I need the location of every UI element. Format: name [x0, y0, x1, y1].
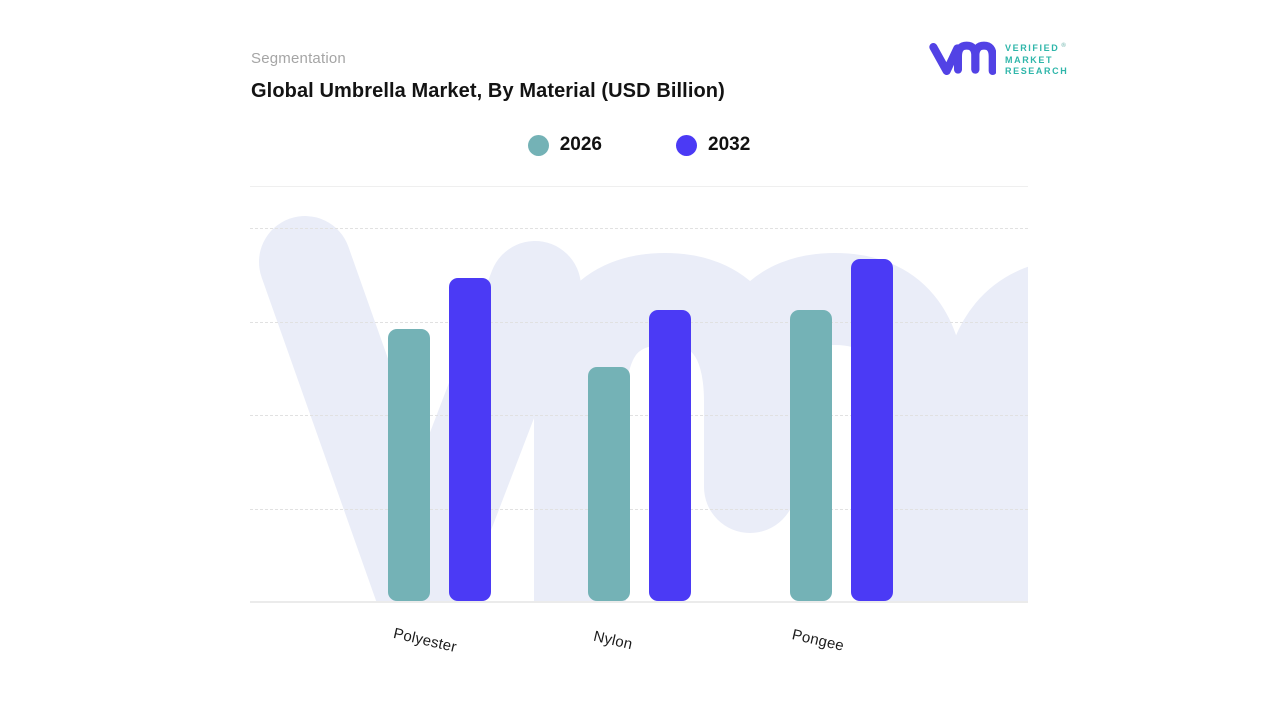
legend-label-2026: 2026 [559, 134, 602, 155]
legend-dot-2026-icon [527, 134, 549, 156]
vmr-logo: VERIFIED ® MARKET RESEARCH [928, 36, 1068, 83]
bar-nylon-2026[interactable] [588, 367, 630, 601]
legend-item-2026[interactable]: 2026 [527, 134, 602, 156]
x-axis-label-pongee: Pongee [790, 626, 846, 655]
bar-polyester-2032[interactable] [449, 278, 491, 601]
bar-pongee-2026[interactable] [790, 310, 832, 601]
bar-pongee-2032[interactable] [851, 259, 893, 601]
header-separator [250, 186, 1028, 187]
legend-dot-2032-icon [676, 134, 697, 156]
gridline-1 [250, 509, 1028, 510]
section-eyebrow: Segmentation [251, 50, 346, 67]
bar-group-nylon [588, 310, 691, 601]
registered-mark: ® [1061, 43, 1066, 50]
bar-polyester-2026[interactable] [388, 329, 430, 601]
legend-label-2032: 2032 [708, 134, 751, 155]
chart-title: Global Umbrella Market, By Material (USD… [251, 80, 725, 102]
gridline-2 [250, 415, 1028, 416]
bar-nylon-2032[interactable] [649, 310, 691, 601]
gridline-3 [250, 322, 1028, 323]
legend-item-2032[interactable]: 2032 [676, 134, 750, 156]
x-axis-label-nylon: Nylon [591, 627, 635, 654]
chart-legend: 2026 2032 [250, 134, 1028, 156]
gridline-4 [250, 228, 1028, 229]
plot-area [250, 187, 1028, 603]
bar-group-polyester [388, 278, 491, 601]
vmr-logo-mark-icon [928, 36, 997, 83]
x-axis-baseline [250, 601, 1028, 603]
bar-group-pongee [790, 259, 893, 601]
bars-layer [250, 187, 1028, 603]
x-axis-label-polyester: Polyester [391, 624, 459, 657]
vmr-logo-text: VERIFIED ® MARKET RESEARCH [1005, 43, 1069, 77]
